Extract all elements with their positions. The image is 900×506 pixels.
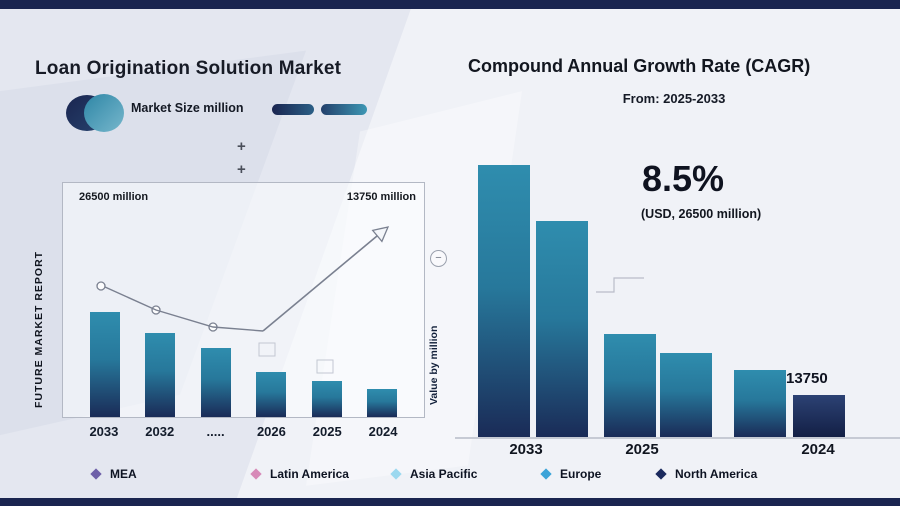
group-label-2033: 2033	[509, 441, 543, 458]
legend-label: North America	[675, 467, 758, 481]
x-label-2025: 2025	[312, 424, 342, 439]
bar-value-13750: 13750	[786, 370, 828, 387]
legend-label: Latin America	[270, 467, 349, 481]
left-chart-bars	[63, 312, 424, 417]
bar-.....	[200, 348, 231, 417]
bar-2026	[256, 372, 287, 417]
right-chart-subtitle: From: 2025-2033	[622, 91, 726, 106]
bar-2033	[89, 312, 120, 417]
diamond-bullet-icon	[390, 468, 402, 480]
bar-5	[793, 395, 845, 437]
right-chart-bars	[478, 162, 870, 437]
legend-item-asia-pacific: Asia Pacific	[390, 467, 478, 481]
diamond-bullet-icon	[90, 468, 102, 480]
gradient-pill-icon	[321, 104, 367, 115]
right-chart-title: Compound Annual Growth Rate (CAGR)	[468, 56, 811, 76]
legend-label: Asia Pacific	[410, 467, 478, 481]
bar-1	[536, 221, 588, 437]
cylinder-icon	[66, 94, 124, 132]
cagr-value: 8.5%	[642, 158, 725, 199]
diamond-bullet-icon	[540, 468, 552, 480]
bar-2024	[367, 389, 398, 417]
diamond-bullet-icon	[250, 468, 262, 480]
plus-decoration-icon: +	[237, 138, 246, 155]
bar-4	[734, 370, 786, 437]
group-label-2025: 2025	[625, 441, 659, 458]
x-label-2032: 2032	[145, 424, 175, 439]
bar-2	[604, 334, 656, 437]
right-vertical-axis-title: Value by million	[428, 325, 440, 405]
minus-circle-icon: −	[430, 250, 447, 267]
annotation-26500-million: 26500 million	[79, 191, 149, 203]
market-size-legend-label: Market Size million	[131, 101, 244, 115]
gradient-pill-icon	[272, 104, 314, 115]
x-label-ellipsis: .....	[206, 424, 225, 439]
step-line-decoration	[596, 277, 644, 293]
bar-0	[478, 165, 530, 437]
legend-label: Europe	[560, 467, 602, 481]
bar-2025	[311, 381, 342, 417]
legend-item-north-america: North America	[655, 467, 758, 481]
legend-item-latin-america: Latin America	[250, 467, 349, 481]
x-label-2024: 2024	[368, 424, 398, 439]
legend-label: MEA	[110, 467, 137, 481]
left-vertical-axis-title: FUTURE MARKET REPORT	[33, 250, 45, 408]
right-chart-x-axis-line	[455, 437, 900, 439]
top-accent-bar	[0, 0, 900, 9]
annotation-13750-million: 13750 million	[346, 191, 416, 203]
left-chart-title: Loan Origination Solution Market	[35, 58, 342, 79]
legend-item-europe: Europe	[540, 467, 602, 481]
diamond-bullet-icon	[655, 468, 667, 480]
cagr-caption: (USD, 26500 million)	[641, 207, 762, 221]
legend-item-mea: MEA	[90, 467, 137, 481]
group-label-2024: 2024	[801, 441, 835, 458]
left-chart-plot-area: 26500 million 13750 million	[62, 182, 425, 418]
x-label-2026: 2026	[256, 424, 286, 439]
left-chart-x-axis-labels: 2033 2032 ..... 2026 2025 2024	[62, 424, 425, 439]
plus-decoration-icon: +	[237, 161, 246, 178]
cylinder-icon-front	[84, 94, 124, 132]
bottom-accent-bar	[0, 498, 900, 506]
bar-3	[660, 353, 712, 437]
x-label-2033: 2033	[89, 424, 119, 439]
bar-2032	[145, 333, 176, 417]
